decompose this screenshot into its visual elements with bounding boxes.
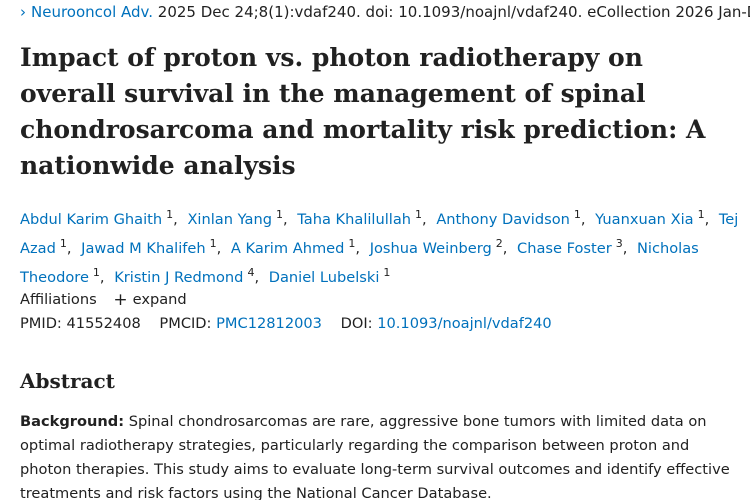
author-link[interactable]: Jawad M Khalifeh — [81, 240, 206, 257]
abstract-background: Background: Spinal chondrosarcomas are r… — [20, 410, 736, 500]
author-separator: , — [422, 211, 427, 228]
affiliations-expand-button[interactable]: + expand — [113, 290, 187, 310]
affiliation-number[interactable]: 2 — [495, 237, 503, 250]
author-separator: , — [355, 240, 361, 257]
identifier-row: PMID: 41552408 PMCID: PMC12812003 DOI: 1… — [20, 315, 552, 332]
affiliation-number[interactable]: 1 — [209, 237, 217, 250]
affiliations-label: Affiliations — [20, 291, 97, 308]
author-link[interactable]: Abdul Karim Ghaith — [20, 211, 163, 228]
citation-line: › Neurooncol Adv. 2025 Dec 24;8(1):vdaf24… — [20, 3, 750, 21]
author-link[interactable]: Yuanxuan Xia — [595, 211, 694, 228]
background-label: Background: — [20, 413, 125, 430]
author-link[interactable]: Anthony Davidson — [436, 211, 570, 228]
author-separator: , — [622, 240, 628, 257]
affiliation-number[interactable]: 1 — [276, 208, 283, 221]
plus-icon: + — [113, 290, 128, 310]
affiliation-number[interactable]: 3 — [615, 237, 623, 250]
author-link[interactable]: Daniel Lubelski — [268, 269, 380, 286]
author-separator: , — [99, 269, 105, 286]
author-separator: , — [502, 240, 508, 257]
author-link[interactable]: Taha Khalilullah — [297, 211, 412, 228]
citation-details: 2025 Dec 24;8(1):vdaf240. doi: 10.1093/n… — [157, 3, 750, 21]
author-separator: , — [283, 211, 288, 228]
expand-label: expand — [132, 291, 187, 308]
pmcid-label: PMCID: — [159, 315, 212, 332]
affiliation-number[interactable]: 1 — [166, 208, 174, 221]
author-link[interactable]: Joshua Weinberg — [369, 240, 492, 257]
article-title: Impact of proton vs. photon radiotherapy… — [20, 43, 706, 180]
author-link[interactable]: Chase Foster — [517, 240, 612, 257]
affiliation-number[interactable]: 1 — [415, 208, 423, 221]
author-separator: , — [580, 211, 586, 228]
pmcid-link[interactable]: PMC12812003 — [216, 315, 322, 332]
doi-label: DOI: — [340, 315, 373, 332]
author-separator: , — [704, 211, 710, 228]
background-text: Spinal chondrosarcomas are rare, aggress… — [20, 413, 730, 500]
journal-link[interactable]: Neurooncol Adv. — [31, 3, 154, 21]
chevron-right-icon[interactable]: › — [20, 3, 26, 21]
affiliations-row: Affiliations + expand — [20, 289, 187, 310]
affiliation-number[interactable]: 1 — [92, 266, 100, 279]
affiliation-number[interactable]: 4 — [247, 266, 255, 279]
pmid-value: 41552408 — [66, 315, 141, 332]
affiliation-number[interactable]: 1 — [573, 208, 581, 221]
abstract-heading: Abstract — [20, 369, 115, 393]
author-link[interactable]: Tej Azad — [20, 211, 739, 257]
doi-link[interactable]: 10.1093/noajnl/vdaf240 — [377, 315, 552, 332]
author-list: Abdul Karim Ghaith 1, Xinlan Yang 1, Taha … — [20, 203, 740, 290]
author-separator: , — [66, 240, 72, 257]
affiliation-number[interactable]: 1 — [697, 208, 705, 221]
pmid-label: PMID: — [20, 315, 62, 332]
affiliation-number[interactable]: 1 — [383, 266, 391, 279]
author-link[interactable]: Xinlan Yang — [187, 211, 272, 228]
author-link[interactable]: A Karim Ahmed — [230, 240, 345, 257]
author-separator: , — [254, 269, 260, 286]
author-separator: , — [173, 211, 178, 228]
author-link[interactable]: Kristin J Redmond — [114, 269, 244, 286]
author-separator: , — [216, 240, 222, 257]
author-link[interactable]: Nicholas Theodore — [20, 240, 699, 286]
affiliation-number[interactable]: 1 — [348, 237, 356, 250]
affiliation-number[interactable]: 1 — [59, 237, 67, 250]
